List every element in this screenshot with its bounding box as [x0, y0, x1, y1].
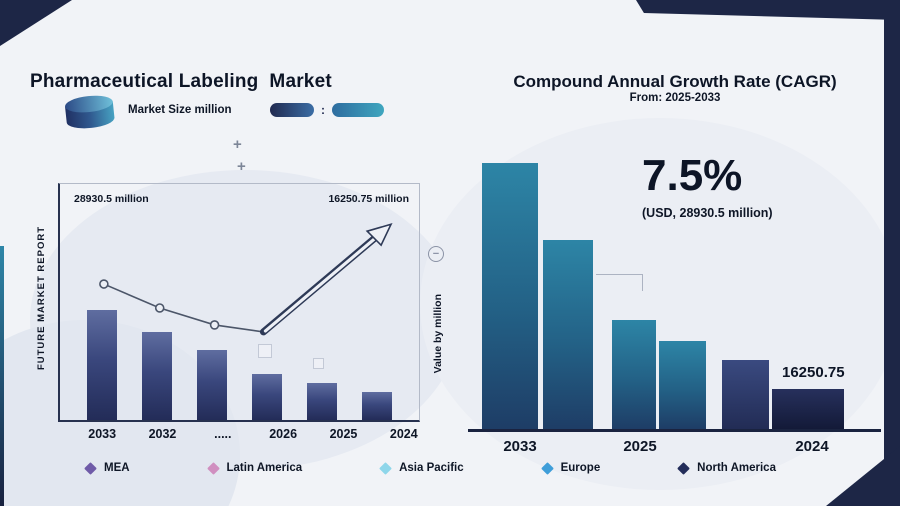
- legend-diamond-icon: [206, 461, 220, 475]
- x-tick-2025: 2025: [329, 427, 358, 441]
- top-right-accent-band: [636, 0, 900, 20]
- end-value-label: 16250.75: [782, 364, 845, 381]
- gradient-pill: [332, 103, 384, 117]
- right-edge-accent-strip: [884, 0, 900, 506]
- x-tick-2025: 2025: [623, 438, 657, 455]
- left-axis-watermark: FUTURE MARKET REPORT: [36, 226, 47, 371]
- legend-item-europe: Europe: [540, 461, 601, 475]
- bar-intermediate: [196, 350, 227, 420]
- legend-diamond-icon: [379, 461, 392, 475]
- cylinder-icon: [60, 89, 120, 140]
- x-tick-2032: 2032: [148, 427, 177, 441]
- x-tick-2033: 2033: [503, 438, 537, 455]
- left-bar-chart: 28930.5 million 16250.75 million: [58, 183, 420, 422]
- legend-label: Europe: [560, 462, 601, 474]
- legend-item-north-america: North America: [677, 461, 776, 475]
- right-bar-chart: 16250.75: [468, 159, 881, 432]
- cagr-value: 7.5%: [642, 151, 743, 200]
- bar-2025-b: [659, 341, 706, 429]
- pill-separator: :: [321, 103, 325, 117]
- legend-item-asia-pacific: Asia Pacific: [379, 461, 464, 475]
- bar-2033: [86, 310, 117, 420]
- cagr-callout: 7.5% (USD, 28930.5 million): [642, 151, 773, 221]
- legend-diamond-icon: [540, 461, 554, 475]
- left-x-axis-labels: 2033 2032 ..... 2026 2025 2024: [58, 427, 448, 441]
- legend-diamond-icon: [84, 461, 97, 475]
- bar-2024-a: [722, 360, 769, 429]
- x-tick-ellipsis: .....: [214, 427, 232, 441]
- x-tick-2033: 2033: [88, 427, 117, 441]
- decorative-square: [258, 344, 272, 358]
- page-title: Pharmaceutical Labeling Market: [30, 70, 332, 92]
- bar-2024-b: [772, 389, 844, 429]
- left-edge-accent-strip: [0, 246, 4, 506]
- plus-icon: +: [237, 158, 246, 175]
- chart-legend-label: Market Size million: [128, 104, 232, 116]
- legend-diamond-icon: [677, 461, 691, 475]
- legend-label: Latin America: [226, 462, 303, 474]
- bar-2025: [307, 383, 338, 420]
- x-tick-2024: 2024: [389, 427, 418, 441]
- bar-2025-a: [612, 320, 656, 429]
- minus-circle-icon: −: [428, 246, 444, 262]
- corner-accent-shape: [0, 0, 72, 46]
- min-value-label: 16250.75 million: [328, 193, 409, 205]
- x-tick-2026: 2026: [269, 427, 298, 441]
- x-tick-2024: 2024: [795, 438, 829, 455]
- bottom-right-accent-wedge: [826, 446, 900, 506]
- legend-item-mea: MEA: [84, 461, 130, 475]
- bar-2032: [141, 332, 172, 420]
- bar-2033-a: [482, 163, 538, 429]
- legend-item-latin-america: Latin America: [206, 461, 303, 475]
- y-axis-label: Value by million: [432, 294, 444, 374]
- legend-label: North America: [697, 462, 776, 474]
- gradient-pill: [270, 103, 314, 117]
- cagr-title: Compound Annual Growth Rate (CAGR): [513, 72, 837, 92]
- legend-label: MEA: [104, 462, 130, 474]
- bar-2033-b: [543, 240, 593, 429]
- cagr-detail: (USD, 28930.5 million): [642, 206, 773, 220]
- decorative-square: [313, 358, 324, 369]
- plus-icon: +: [233, 136, 242, 153]
- bar-2026: [252, 374, 283, 420]
- bar-series: [60, 184, 419, 420]
- cagr-subtitle: From: 2025-2033: [629, 92, 721, 104]
- bar-2024: [362, 392, 393, 420]
- max-value-label: 28930.5 million: [74, 193, 149, 205]
- legend-pill-group: :: [270, 103, 384, 117]
- legend-label: Asia Pacific: [399, 462, 464, 474]
- decorative-bracket: [596, 274, 643, 291]
- region-legend: MEA Latin America Asia Pacific Europe North …: [84, 461, 776, 475]
